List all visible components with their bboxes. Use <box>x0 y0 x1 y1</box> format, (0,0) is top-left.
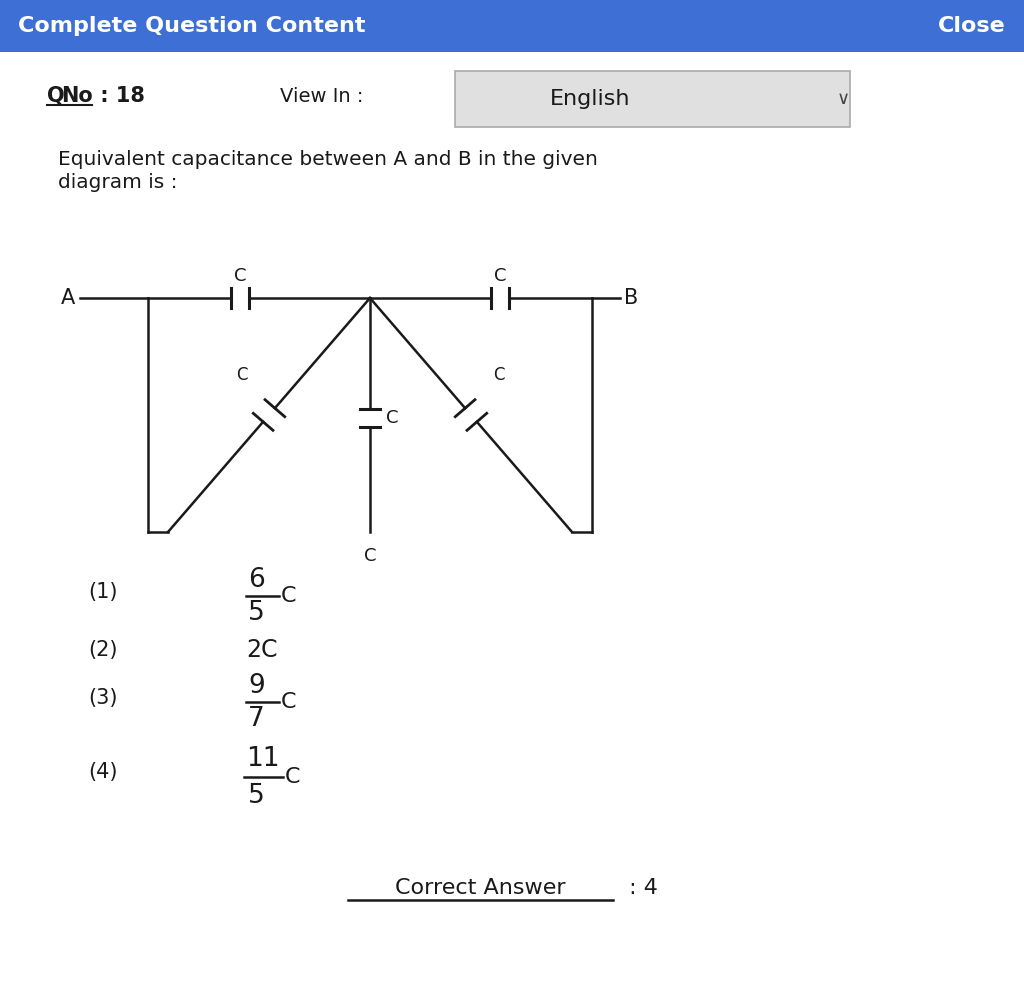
Text: View In :: View In : <box>280 87 364 106</box>
Text: : 4: : 4 <box>622 878 658 898</box>
Text: C: C <box>281 692 297 712</box>
Text: Q: Q <box>47 86 65 106</box>
Text: (3): (3) <box>88 688 118 708</box>
Text: (2): (2) <box>88 640 118 660</box>
Text: C: C <box>364 547 376 565</box>
Text: C: C <box>386 409 398 427</box>
Text: 11: 11 <box>246 746 280 772</box>
Text: Correct Answer: Correct Answer <box>394 878 565 898</box>
Text: A: A <box>60 288 75 308</box>
Text: C: C <box>237 366 248 384</box>
Text: C: C <box>285 767 300 787</box>
Text: English: English <box>550 89 631 109</box>
Text: : 18: : 18 <box>93 86 144 106</box>
Text: 2C: 2C <box>246 638 278 662</box>
Text: diagram is :: diagram is : <box>58 173 177 192</box>
Text: 5: 5 <box>248 783 265 809</box>
Text: (4): (4) <box>88 762 118 782</box>
Bar <box>0 0 1024 52</box>
Text: (1): (1) <box>88 582 118 602</box>
Text: Equivalent capacitance between A and B in the given: Equivalent capacitance between A and B i… <box>58 150 598 169</box>
Text: C: C <box>281 586 297 606</box>
Text: B: B <box>624 288 638 308</box>
Text: Close: Close <box>938 16 1006 36</box>
Text: C: C <box>233 267 246 285</box>
Text: 7: 7 <box>248 706 265 732</box>
Text: No: No <box>61 86 93 106</box>
Text: ∨: ∨ <box>837 90 850 108</box>
Text: 6: 6 <box>248 567 265 593</box>
Text: C: C <box>493 366 505 384</box>
Text: 9: 9 <box>248 673 265 699</box>
Bar <box>455 71 850 127</box>
Text: C: C <box>494 267 506 285</box>
Text: Complete Question Content: Complete Question Content <box>18 16 366 36</box>
Text: 5: 5 <box>248 600 265 626</box>
